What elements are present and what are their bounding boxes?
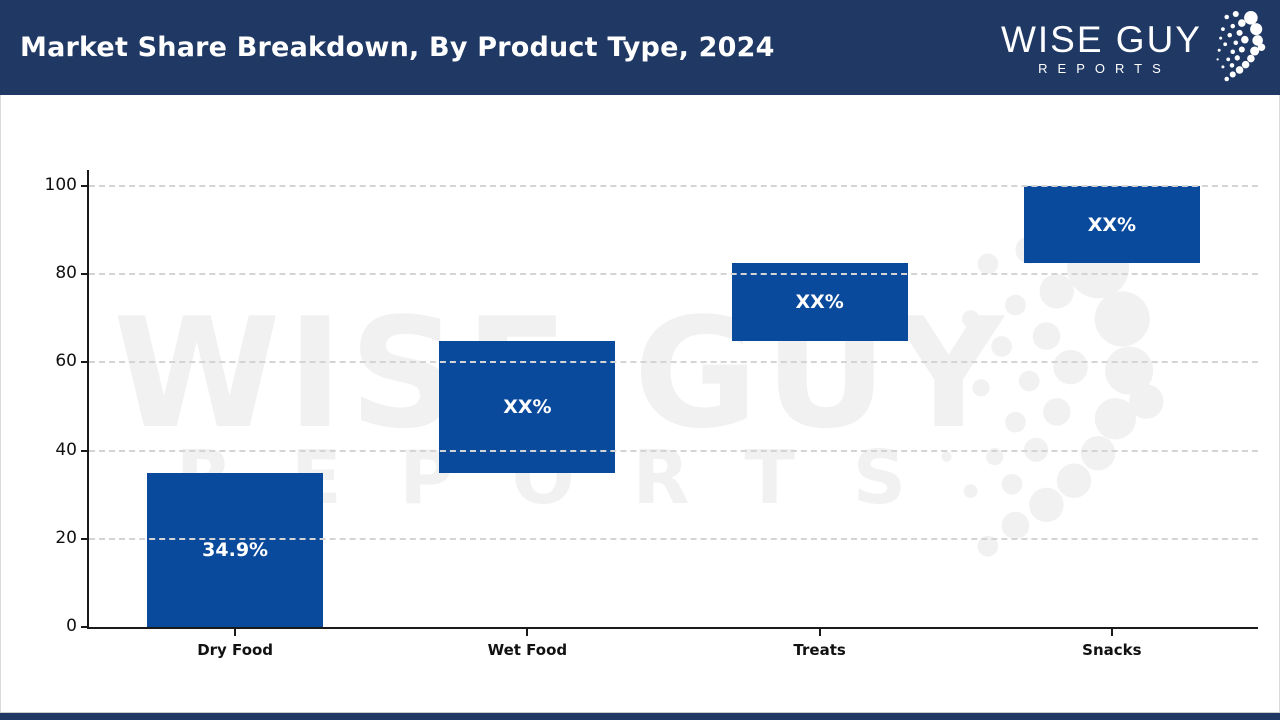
category-label: Snacks [1082, 641, 1142, 659]
bar-value-label: 34.9% [202, 539, 269, 562]
y-tick [81, 626, 89, 628]
bar-snacks: XX% [1023, 186, 1200, 264]
gridline-60 [89, 361, 1258, 364]
x-tick [1110, 629, 1113, 636]
category-label: Dry Food [197, 641, 274, 659]
bar-dry-food: 34.9% [147, 473, 324, 627]
y-tick [81, 273, 89, 276]
gridline-100 [89, 185, 1258, 187]
gridline-40 [89, 449, 1258, 452]
y-tick-label: 40 [55, 439, 77, 460]
y-axis-spine [87, 170, 89, 629]
logo-face-icon [1216, 10, 1266, 81]
logo-subtext: REPORTS [1038, 60, 1171, 76]
y-tick [81, 537, 89, 540]
y-tick-label: 80 [55, 263, 77, 284]
gridline-20 [89, 537, 1258, 540]
gridline-80 [89, 273, 1258, 276]
category-label: Treats [793, 641, 846, 659]
x-tick [234, 629, 237, 636]
logo-text: WISE GUY REPORTS [1001, 21, 1202, 75]
y-tick-label: 60 [55, 351, 77, 372]
y-tick-label: 20 [55, 527, 77, 548]
y-tick [81, 361, 89, 364]
y-tick-label: 0 [66, 616, 77, 636]
x-tick [526, 629, 529, 636]
wise-guy-logo: WISE GUY REPORTS [1001, 6, 1266, 90]
logo-wordmark: WISE GUY [1000, 18, 1202, 60]
category-label: Wet Food [487, 641, 568, 659]
bar-value-label: XX% [1087, 213, 1137, 236]
x-axis-spine [87, 627, 1258, 629]
bar-treats: XX% [731, 263, 908, 341]
page-title: Market Share Breakdown, By Product Type,… [20, 32, 775, 63]
y-tick [81, 185, 89, 187]
bar-value-label: XX% [795, 290, 844, 313]
header: Market Share Breakdown, By Product Type,… [0, 0, 1280, 95]
bar-value-label: XX% [503, 395, 552, 418]
y-tick-label: 100 [44, 175, 77, 195]
y-tick [81, 449, 89, 452]
footer-bar [0, 713, 1280, 720]
chart-area: WISE GUY REPORTS 34.9% Dry Food XX% Wet Foo… [0, 95, 1280, 713]
x-tick [818, 629, 821, 636]
